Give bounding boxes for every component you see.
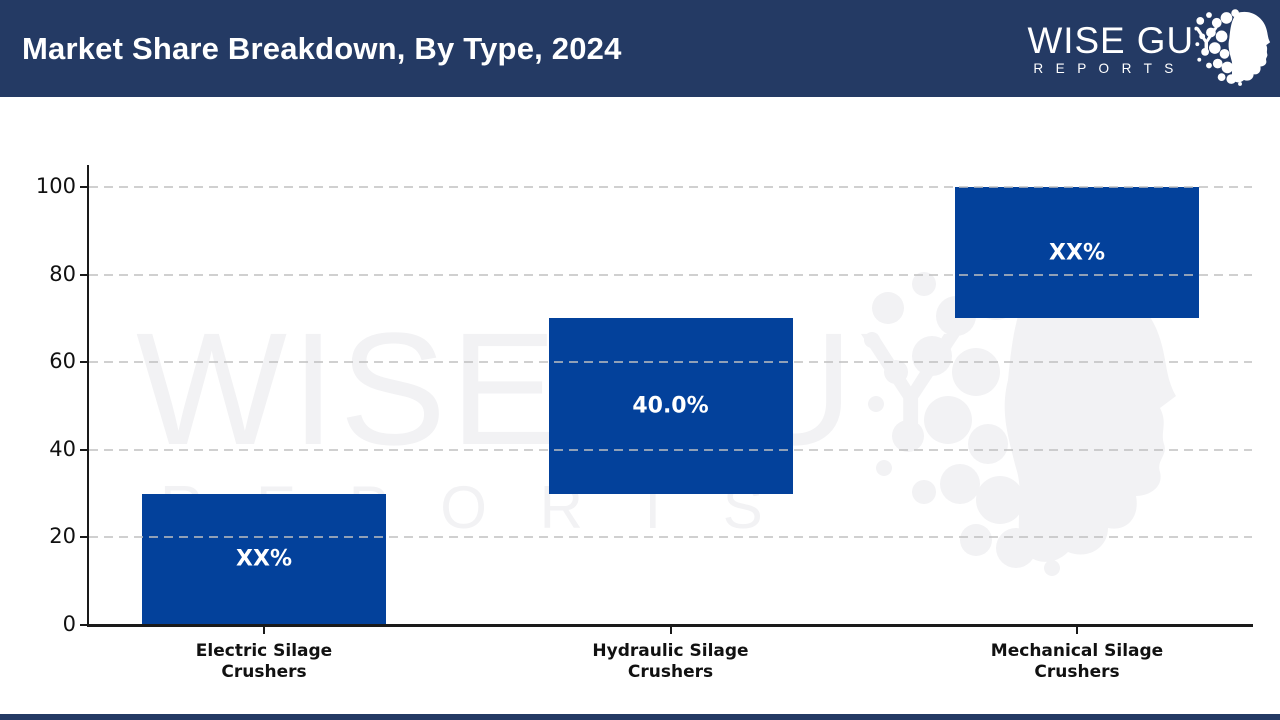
x-axis-line bbox=[87, 624, 1253, 627]
logo-brand-text: WISE GUY bbox=[1028, 20, 1220, 61]
y-tick-mark bbox=[80, 448, 87, 451]
x-tick-mark bbox=[263, 627, 265, 634]
x-category-label: Hydraulic Silage Crushers bbox=[511, 641, 831, 682]
x-category-line: Electric Silage bbox=[195, 641, 333, 661]
y-tick-label: 20 bbox=[49, 524, 76, 549]
y-tick-mark bbox=[80, 273, 87, 276]
x-category-line: Crushers bbox=[627, 661, 714, 682]
x-category-line: Mechanical Silage bbox=[990, 641, 1164, 661]
gridline bbox=[89, 536, 1252, 539]
x-category-line: Hydraulic Silage bbox=[592, 641, 749, 661]
x-tick-mark bbox=[1076, 627, 1078, 634]
y-tick-mark bbox=[80, 536, 87, 539]
gridline bbox=[89, 185, 1252, 188]
logo-sub-text: R E P O R T S bbox=[1033, 61, 1177, 76]
bar-segment bbox=[548, 318, 793, 494]
y-tick-mark bbox=[80, 185, 87, 188]
x-category-line: Crushers bbox=[221, 661, 307, 682]
bar-value-label: 40.0% bbox=[632, 393, 709, 419]
footer-bar bbox=[0, 714, 1280, 720]
y-tick-mark bbox=[80, 624, 87, 626]
y-axis-line bbox=[87, 165, 89, 626]
header-bar: Market Share Breakdown, By Type, 2024 WI… bbox=[0, 0, 1280, 97]
x-category-line: Crushers bbox=[1034, 661, 1120, 682]
wise-guy-logo: WISE GUY R E P O R T S bbox=[1028, 9, 1271, 86]
x-category-label: Mechanical Silage Crushers bbox=[917, 641, 1237, 682]
y-tick-label: 40 bbox=[49, 436, 76, 461]
gridline bbox=[89, 448, 1252, 451]
y-tick-label: 100 bbox=[35, 173, 76, 198]
y-tick-mark bbox=[80, 361, 87, 364]
x-category-label: Electric Silage Crushers bbox=[104, 641, 424, 682]
gridline bbox=[89, 361, 1252, 364]
bar-value-label: XX% bbox=[1049, 240, 1105, 266]
bar-segment bbox=[142, 493, 386, 625]
page-title: Market Share Breakdown, By Type, 2024 bbox=[22, 30, 622, 66]
gridline bbox=[89, 273, 1252, 276]
y-tick-label: 0 bbox=[62, 611, 76, 636]
bar-value-label: XX% bbox=[236, 546, 292, 572]
y-tick-label: 80 bbox=[49, 261, 76, 286]
y-tick-label: 60 bbox=[49, 348, 76, 373]
x-tick-mark bbox=[669, 627, 672, 634]
